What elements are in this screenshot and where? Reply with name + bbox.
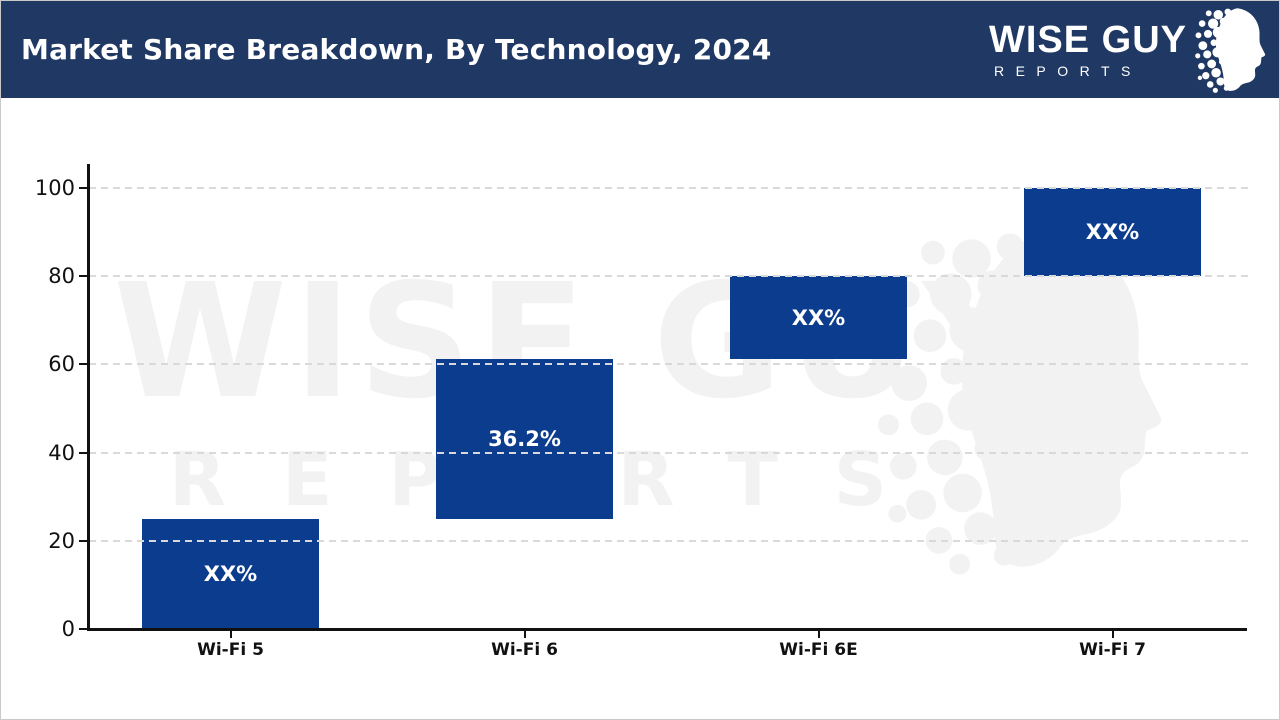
header-bar: Market Share Breakdown, By Technology, 2…: [1, 1, 1279, 98]
wiseguy-head-logo-icon: [1195, 7, 1266, 93]
y-tick-mark: [79, 628, 87, 630]
y-tick-mark: [79, 539, 87, 542]
x-tick-mark: [229, 630, 232, 638]
gridline-40: [89, 451, 1251, 454]
wiseguy-logo-text: WISE GUY REPORTS: [989, 21, 1187, 79]
x-tick-mark: [817, 630, 820, 638]
bar-value-label: XX%: [203, 561, 258, 586]
wiseguy-logo: WISE GUY REPORTS: [989, 6, 1267, 94]
x-tick-label-wi-fi-6: Wi-Fi 6: [491, 640, 558, 660]
y-tick-label: 20: [48, 528, 75, 553]
y-tick-mark: [79, 187, 87, 189]
y-tick-mark: [79, 275, 87, 278]
y-tick-label: 40: [48, 440, 75, 465]
y-tick-label: 80: [48, 264, 75, 289]
bar-value-label: XX%: [1085, 220, 1140, 245]
y-axis: [87, 164, 90, 630]
y-tick-label: 60: [48, 352, 75, 377]
y-tick-mark: [79, 451, 87, 454]
gridline-60: [89, 363, 1251, 366]
bar-value-label: 36.2%: [488, 426, 561, 451]
y-tick-mark: [79, 363, 87, 366]
y-tick-label: 0: [61, 617, 75, 641]
bar-wi-fi-6e: XX%: [730, 276, 907, 360]
bar-wi-fi-5: XX%: [142, 518, 319, 629]
y-tick-label: 100: [34, 176, 75, 200]
x-tick-label-wi-fi-7: Wi-Fi 7: [1079, 640, 1146, 660]
gridline-20: [89, 539, 1251, 542]
bar-wi-fi-6: 36.2%: [436, 359, 613, 519]
x-tick-mark: [523, 630, 526, 638]
x-axis: [87, 628, 1247, 631]
x-tick-label-wi-fi-6e: Wi-Fi 6E: [779, 640, 858, 660]
x-tick-label-wi-fi-5: Wi-Fi 5: [197, 640, 264, 660]
bar-wi-fi-7: XX%: [1024, 188, 1201, 277]
bar-value-label: XX%: [791, 305, 846, 330]
logo-subtitle: REPORTS: [993, 62, 1142, 79]
chart-title: Market Share Breakdown, By Technology, 2…: [21, 33, 772, 66]
x-tick-mark: [1111, 630, 1114, 638]
logo-wordmark: WISE GUY: [988, 18, 1187, 61]
gridline-80: [89, 275, 1251, 278]
gridline-100: [89, 187, 1251, 189]
